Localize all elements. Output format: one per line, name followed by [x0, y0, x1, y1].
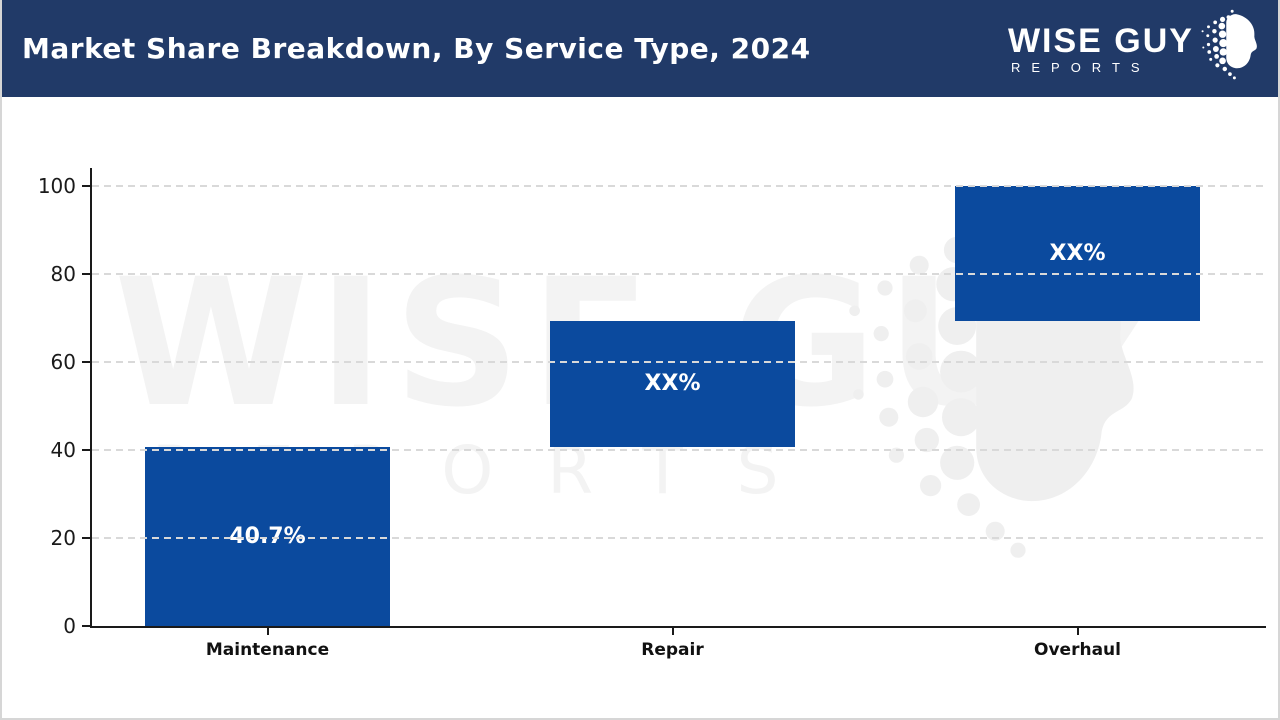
- y-tick-label-100: 100: [37, 174, 76, 198]
- y-tick-label-40: 40: [50, 438, 76, 462]
- bar-value-label: XX%: [1049, 241, 1106, 267]
- logo-word-wiseguy: WISE GUY: [1007, 21, 1194, 60]
- x-category-label-maintenance: Maintenance: [205, 640, 330, 660]
- y-tick-mark-60: [82, 361, 90, 363]
- y-tick-mark-0: [82, 625, 90, 627]
- gridline-40: [92, 449, 1264, 451]
- y-tick-mark-80: [82, 273, 90, 275]
- page-title: Market Share Breakdown, By Service Type,…: [22, 32, 811, 65]
- x-tick-mark-maintenance: [266, 628, 269, 635]
- x-category-label-repair: Repair: [641, 640, 704, 660]
- logo-word-reports: REPORTS: [1010, 59, 1151, 75]
- gridline-80: [92, 273, 1264, 275]
- y-tick-mark-100: [82, 185, 90, 187]
- bar-value-label: XX%: [644, 371, 701, 397]
- x-tick-mark-repair: [671, 628, 674, 635]
- gridline-60: [92, 361, 1264, 363]
- brand-logo: WISE GUY REPORTS: [1008, 8, 1264, 90]
- y-tick-mark-20: [82, 537, 90, 539]
- y-axis-line: [90, 168, 92, 628]
- x-tick-mark-overhaul: [1076, 628, 1079, 635]
- y-tick-label-20: 20: [50, 526, 76, 550]
- bar-repair: XX%: [550, 321, 795, 447]
- x-axis-line: [90, 626, 1266, 628]
- wiseguy-face-logo-icon: [1201, 9, 1257, 79]
- y-tick-label-80: 80: [50, 262, 76, 286]
- gridline-100: [92, 185, 1264, 187]
- gridline-20: [92, 537, 1264, 539]
- x-category-label-overhaul: Overhaul: [1034, 640, 1121, 660]
- bar-maintenance: 40.7%: [145, 446, 390, 626]
- y-tick-label-0: 0: [63, 614, 76, 638]
- logo-wordmark: WISE GUY REPORTS: [1008, 24, 1194, 74]
- y-tick-mark-40: [82, 449, 90, 451]
- header-bar: Market Share Breakdown, By Service Type,…: [2, 0, 1278, 97]
- y-tick-label-60: 60: [50, 350, 76, 374]
- bar-value-label: 40.7%: [229, 523, 306, 549]
- bar-overhaul: XX%: [955, 186, 1200, 322]
